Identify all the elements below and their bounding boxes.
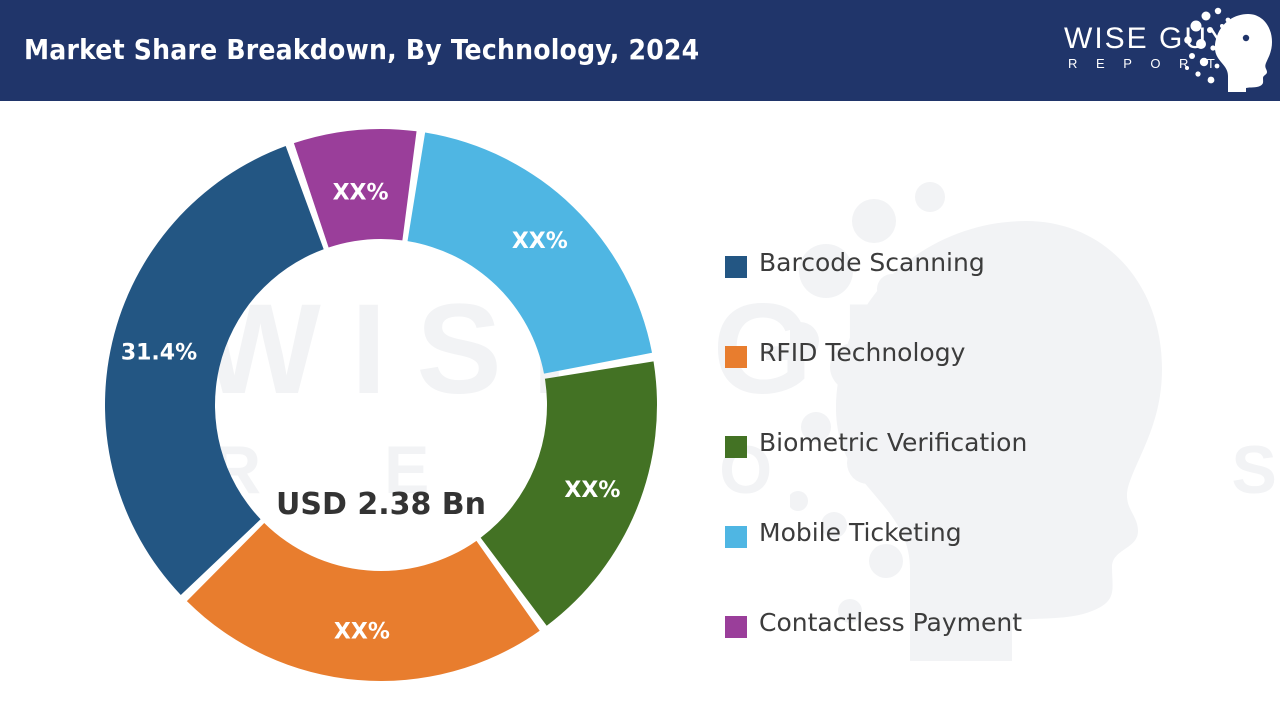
donut-slice[interactable]: [186, 522, 540, 682]
page-title: Market Share Breakdown, By Technology, 2…: [24, 33, 700, 66]
legend-item[interactable]: Contactless Payment: [725, 608, 1185, 701]
donut-slice-label-group: XX% XX% XX% XX% 31.4%: [121, 180, 621, 644]
legend-item[interactable]: Mobile Ticketing: [725, 518, 1185, 611]
chart-legend: Barcode Scanning RFID Technology Biometric…: [725, 248, 1185, 701]
legend-item-label: Mobile Ticketing: [759, 518, 962, 547]
donut-center-value: USD 2.38 Bn: [276, 487, 486, 522]
donut-slice[interactable]: [480, 361, 657, 626]
donut-slice-label: XX%: [564, 478, 620, 503]
donut-slice-label: XX%: [334, 620, 390, 645]
wiseguy-reports-logo: WISE GUY R E P O R T S: [1062, 6, 1274, 92]
page-header: Market Share Breakdown, By Technology, 2…: [0, 0, 1280, 101]
head-profile-dots-icon: [1184, 7, 1272, 92]
legend-color-swatch: [725, 346, 747, 368]
legend-item[interactable]: RFID Technology: [725, 338, 1185, 431]
chart-area: WISE GUY R E P O R T S: [0, 101, 1280, 720]
donut-slice[interactable]: [407, 132, 653, 374]
donut-slice[interactable]: [293, 129, 417, 248]
legend-item[interactable]: Barcode Scanning: [725, 248, 1185, 341]
legend-color-swatch: [725, 526, 747, 548]
legend-color-swatch: [725, 256, 747, 278]
donut-slice-label: 31.4%: [121, 341, 197, 366]
logo-brand-secondary: R E P O R T S: [1068, 56, 1250, 71]
legend-color-swatch: [725, 616, 747, 638]
legend-item-label: Biometric Verification: [759, 428, 1028, 457]
legend-color-swatch: [725, 436, 747, 458]
legend-item-label: Barcode Scanning: [759, 248, 985, 277]
donut-slice[interactable]: [104, 145, 324, 595]
legend-item-label: Contactless Payment: [759, 608, 1023, 637]
legend-item-label: RFID Technology: [759, 338, 966, 367]
donut-chart: XX% XX% XX% XX% 31.4%: [104, 129, 657, 682]
donut-slice-label: XX%: [333, 180, 389, 205]
donut-slice-group: [104, 129, 657, 682]
donut-slice-label: XX%: [512, 229, 568, 254]
legend-item[interactable]: Biometric Verification: [725, 428, 1185, 521]
